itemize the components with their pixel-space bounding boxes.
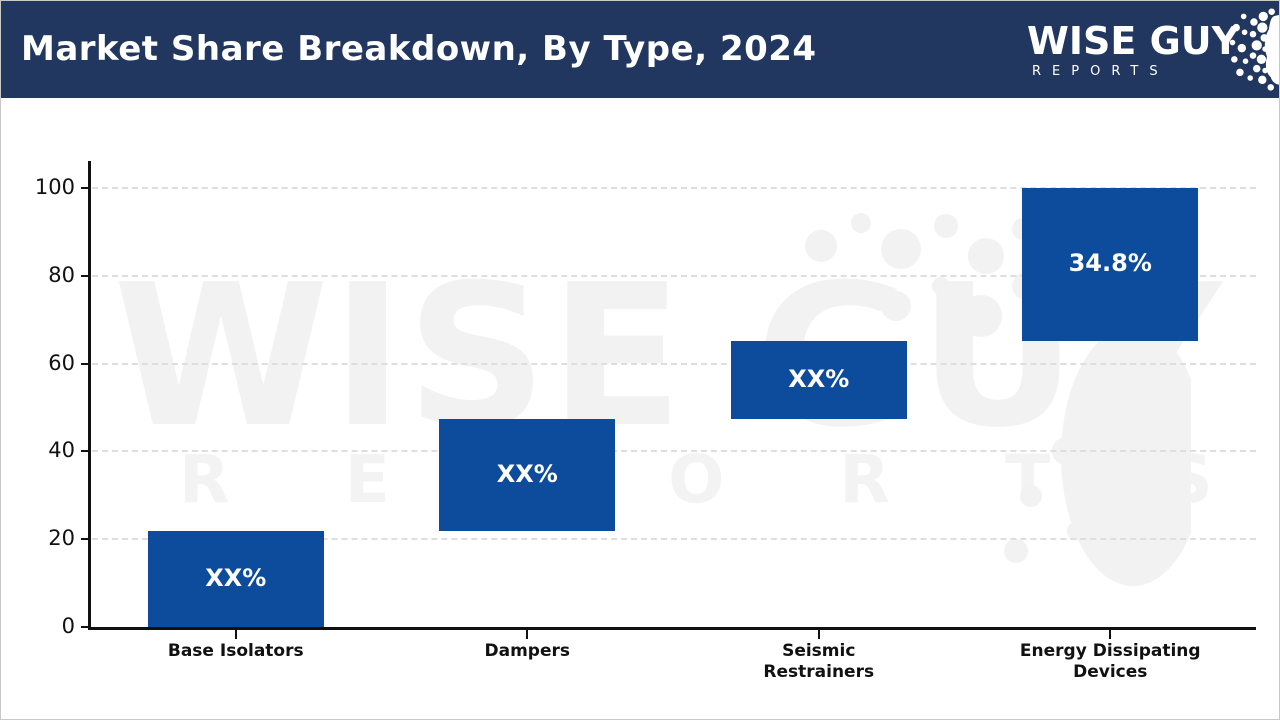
y-axis-tick-label: 80	[48, 262, 75, 287]
x-axis-category-line: Dampers	[484, 641, 571, 661]
gridline	[92, 538, 1256, 541]
y-axis-tick	[81, 187, 90, 189]
y-axis-tick	[81, 362, 90, 365]
x-axis-category-line: Energy Dissipating	[1019, 641, 1201, 661]
x-axis-category-label: Base Isolators	[106, 641, 366, 662]
y-axis-tick	[81, 450, 90, 453]
logo-wordmark: WISE GUY	[1027, 18, 1240, 63]
wiseguy-logo-text: WISE GUY REPORTS	[1027, 22, 1239, 79]
x-axis-tick	[526, 630, 529, 639]
y-axis-tick-label: 40	[48, 438, 75, 463]
logo-subtitle: REPORTS	[1032, 63, 1169, 79]
bar-value-label: XX%	[205, 564, 267, 593]
y-axis-tick-label: 20	[48, 526, 75, 551]
y-axis-tick	[81, 626, 90, 628]
x-axis-category-line: Restrainers	[763, 662, 875, 682]
header-band: Market Share Breakdown, By Type, 2024 WI…	[1, 1, 1279, 98]
y-axis-tick	[81, 274, 90, 277]
bar-segment: XX%	[439, 419, 616, 532]
x-axis-category-line: Seismic	[782, 641, 856, 661]
y-axis-tick-label: 0	[61, 614, 75, 638]
bar-segment: XX%	[730, 340, 907, 420]
y-axis-tick-label: 60	[48, 350, 75, 375]
x-axis-tick	[817, 630, 820, 639]
x-axis-category-label: Dampers	[397, 641, 657, 662]
x-axis-tick	[234, 630, 237, 639]
gridline	[92, 187, 1256, 189]
x-axis-category-line: Base Isolators	[167, 641, 304, 661]
page-title: Market Share Breakdown, By Type, 2024	[21, 29, 817, 69]
x-axis-tick	[1109, 630, 1112, 639]
bar-value-label: XX%	[496, 460, 558, 489]
gridline	[92, 450, 1256, 453]
bar-segment: 34.8%	[1022, 188, 1199, 341]
bar-value-label: 34.8%	[1068, 249, 1152, 278]
wiseguy-logo: WISE GUY REPORTS	[1027, 5, 1279, 95]
y-axis-tick-label: 100	[34, 175, 75, 199]
bar-value-label: XX%	[788, 365, 850, 394]
x-axis-category-label: Energy Dissipating Devices	[980, 641, 1240, 683]
y-axis-tick	[81, 538, 90, 541]
gridline	[92, 362, 1256, 365]
wiseguy-face-icon	[1229, 8, 1279, 91]
y-axis-line	[88, 161, 91, 630]
waterfall-chart: 0 20 40 60 80 100 XX% Base Isolators XX% Dampers X…	[1, 98, 1279, 719]
gridline	[92, 274, 1256, 277]
bar-segment: XX%	[147, 531, 324, 627]
x-axis-line	[88, 627, 1256, 630]
x-axis-category-label: Seismic Restrainers	[689, 641, 949, 683]
x-axis-category-line: Devices	[1073, 662, 1148, 682]
